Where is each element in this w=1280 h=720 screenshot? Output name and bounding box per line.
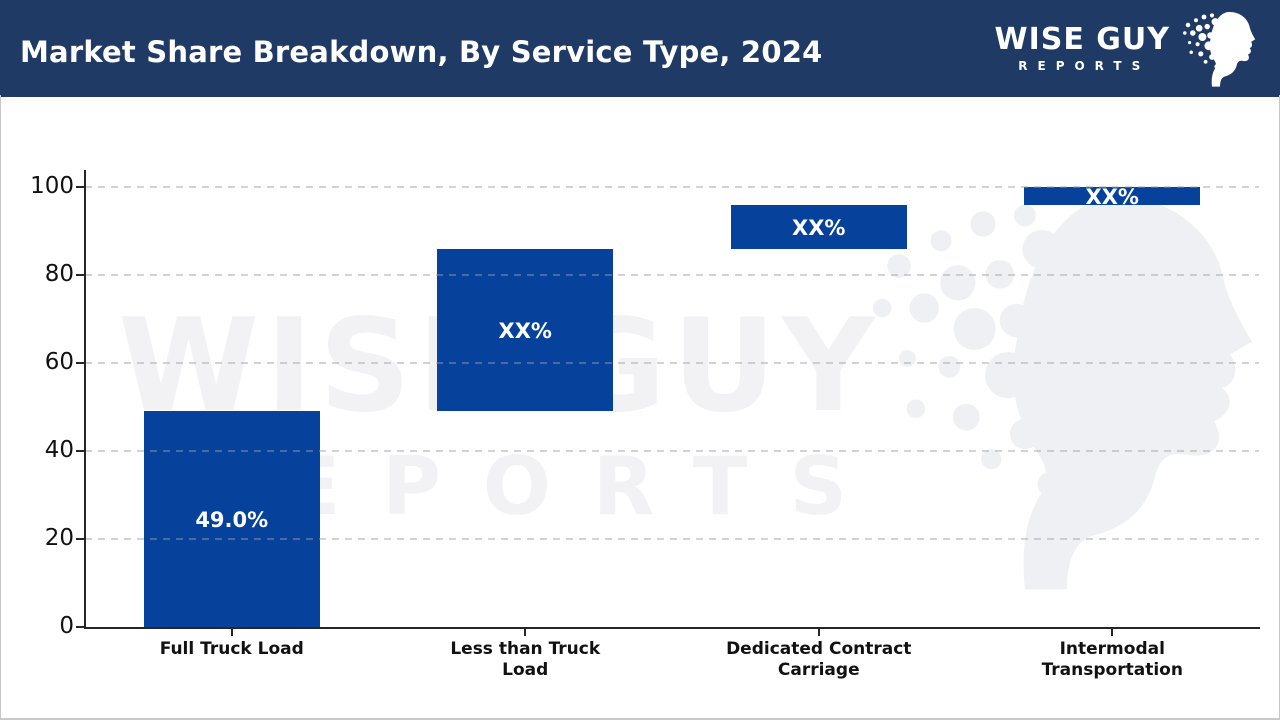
ytick-mark-40: [76, 450, 85, 452]
ytick-label-100: 100: [30, 173, 74, 199]
bar-value-label-full-truck-load: 49.0%: [195, 508, 269, 533]
gridline-y-80: [85, 274, 1259, 276]
page-title: Market Share Breakdown, By Service Type,…: [20, 34, 823, 69]
xtick-mark-intermodal-transportation: [1111, 629, 1114, 636]
xtick-mark-full-truck-load: [230, 629, 233, 636]
ytick-label-80: 80: [44, 261, 74, 287]
xtick-mark-less-than-truck-load: [524, 629, 527, 636]
bar-intermodal-transportation: [1024, 187, 1201, 205]
category-label-dedicated-contract-carriage: Dedicated Contract Carriage: [726, 639, 912, 681]
category-label-full-truck-load: Full Truck Load: [159, 639, 304, 659]
ytick-label-40: 40: [44, 437, 74, 463]
x-axis-line: [84, 627, 1260, 629]
gridline-y-40: [85, 450, 1259, 452]
logo-wordmark: WISE GUY: [994, 22, 1170, 58]
category-label-intermodal-transportation: Intermodal Transportation: [1041, 639, 1183, 681]
ytick-mark-80: [76, 274, 85, 276]
bar-value-label-less-than-truck-load: XX%: [498, 319, 552, 343]
bar-full-truck-load: [143, 411, 320, 627]
ytick-mark-0: [76, 626, 85, 628]
gridline-y-100: [85, 186, 1259, 188]
bar-dedicated-contract-carriage: [730, 204, 907, 249]
bar-value-label-intermodal-transportation: XX%: [1085, 184, 1139, 209]
y-axis-line: [84, 170, 86, 629]
wiseguy-logo: WISE GUY REPORTS: [994, 9, 1266, 89]
category-label-less-than-truck-load: Less than Truck Load: [450, 639, 601, 681]
ytick-mark-60: [76, 362, 85, 364]
ytick-label-0: 0: [59, 613, 74, 639]
ytick-label-60: 60: [44, 349, 74, 375]
bar-less-than-truck-load: [437, 248, 614, 412]
ytick-mark-20: [76, 538, 85, 540]
logo-subtitle: REPORTS: [1018, 58, 1151, 73]
gridline-y-60: [85, 362, 1259, 364]
gridline-y-20: [85, 538, 1259, 540]
bar-value-label-dedicated-contract-carriage: XX%: [792, 215, 846, 240]
xtick-mark-dedicated-contract-carriage: [817, 629, 820, 636]
ytick-label-20: 20: [44, 525, 74, 551]
ytick-mark-100: [76, 186, 85, 188]
logo-text: WISE GUY REPORTS: [994, 24, 1170, 73]
header-bar: Market Share Breakdown, By Service Type,…: [0, 0, 1280, 97]
wiseguy-head-icon: [1183, 11, 1256, 87]
